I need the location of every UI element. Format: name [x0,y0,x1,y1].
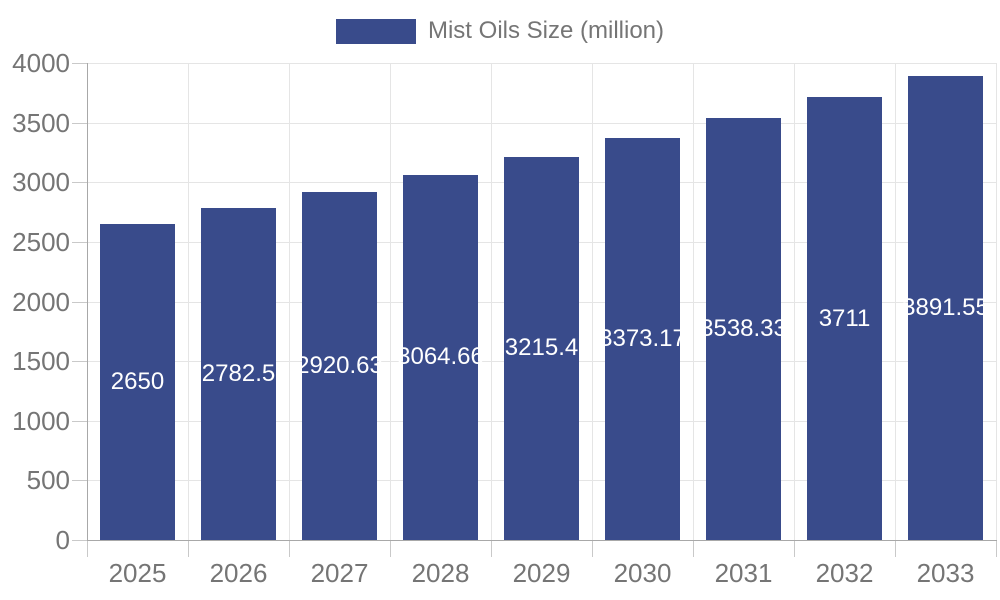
x-tick-label: 2026 [209,558,268,588]
y-tick-label: 3000 [12,167,70,198]
y-axis-tick [72,241,87,243]
x-axis-tick [794,541,795,557]
grid-line-vertical [996,63,997,540]
x-tick-label: 2032 [815,558,874,588]
bar-value-label: 2782.5 [201,360,276,388]
grid-line-horizontal [87,122,996,124]
y-axis-tick [72,122,87,124]
grid-line-vertical [895,63,896,540]
y-axis-tick [72,540,87,541]
x-axis-tick [87,541,88,557]
y-tick-label: 4000 [12,48,70,78]
y-axis-tick [72,182,87,184]
bar-value-label: 3215.4 [504,334,579,362]
y-axis-tick [72,301,87,303]
grid-line-vertical [491,63,492,540]
grid-line-vertical [289,63,290,540]
x-tick-label: 2025 [108,558,167,588]
bar: 2782.5 [201,208,276,540]
bar: 3373.17 [599,137,686,540]
bar-value-label: 3711 [818,304,871,332]
y-tick-label: 1500 [12,346,70,377]
bar: 3215.4 [504,156,579,540]
y-tick-label: 1000 [12,405,70,436]
bar: 3711 [807,97,882,540]
y-tick-label: 2500 [12,226,70,257]
bar-value-label: 3373.17 [599,324,686,352]
x-tick-label: 2030 [613,558,672,588]
x-tick-label: 2029 [512,558,571,588]
bar: 3538.33 [700,118,787,540]
grid-line-vertical [390,63,391,540]
x-axis-tick [592,541,593,557]
bar: 2650 [100,223,175,540]
y-axis-tick [72,63,87,64]
x-axis-line [87,540,997,541]
grid-line-horizontal [87,63,996,64]
y-axis-tick [72,480,87,482]
legend-swatch [335,18,416,44]
grid-line-vertical [794,63,795,540]
x-tick-label: 2031 [714,558,773,588]
bar-value-label: 2650 [110,367,165,395]
x-axis-tick [188,541,189,557]
x-axis-tick [390,541,391,557]
x-axis-tick [491,541,492,557]
grid-line-vertical [592,63,593,540]
bar: 2920.63 [296,191,383,540]
y-tick-label: 500 [26,465,70,496]
bar-value-label: 3891.55 [902,293,989,321]
bar: 3891.55 [902,75,989,540]
y-tick-label: 3500 [12,107,70,138]
x-axis-tick [693,541,694,557]
x-tick-label: 2028 [411,558,470,588]
y-tick-label: 0 [55,525,70,555]
x-axis-tick [895,541,896,557]
x-axis-tick [289,541,290,557]
x-axis-tick [996,541,997,557]
y-axis-tick [72,361,87,363]
legend: Mist Oils Size (million) [0,17,1000,45]
y-axis-tick [72,420,87,422]
bar: 3064.66 [397,174,484,540]
grid-line-vertical [188,63,189,540]
bar-value-label: 3064.66 [397,343,484,371]
y-tick-label: 2000 [12,286,70,317]
legend-label: Mist Oils Size (million) [427,17,664,44]
x-tick-label: 2033 [916,558,975,588]
y-axis-line [87,63,88,540]
bar-value-label: 2920.63 [296,351,383,379]
bar-value-label: 3538.33 [700,315,787,343]
grid-line-vertical [693,63,694,540]
x-tick-label: 2027 [310,558,369,588]
